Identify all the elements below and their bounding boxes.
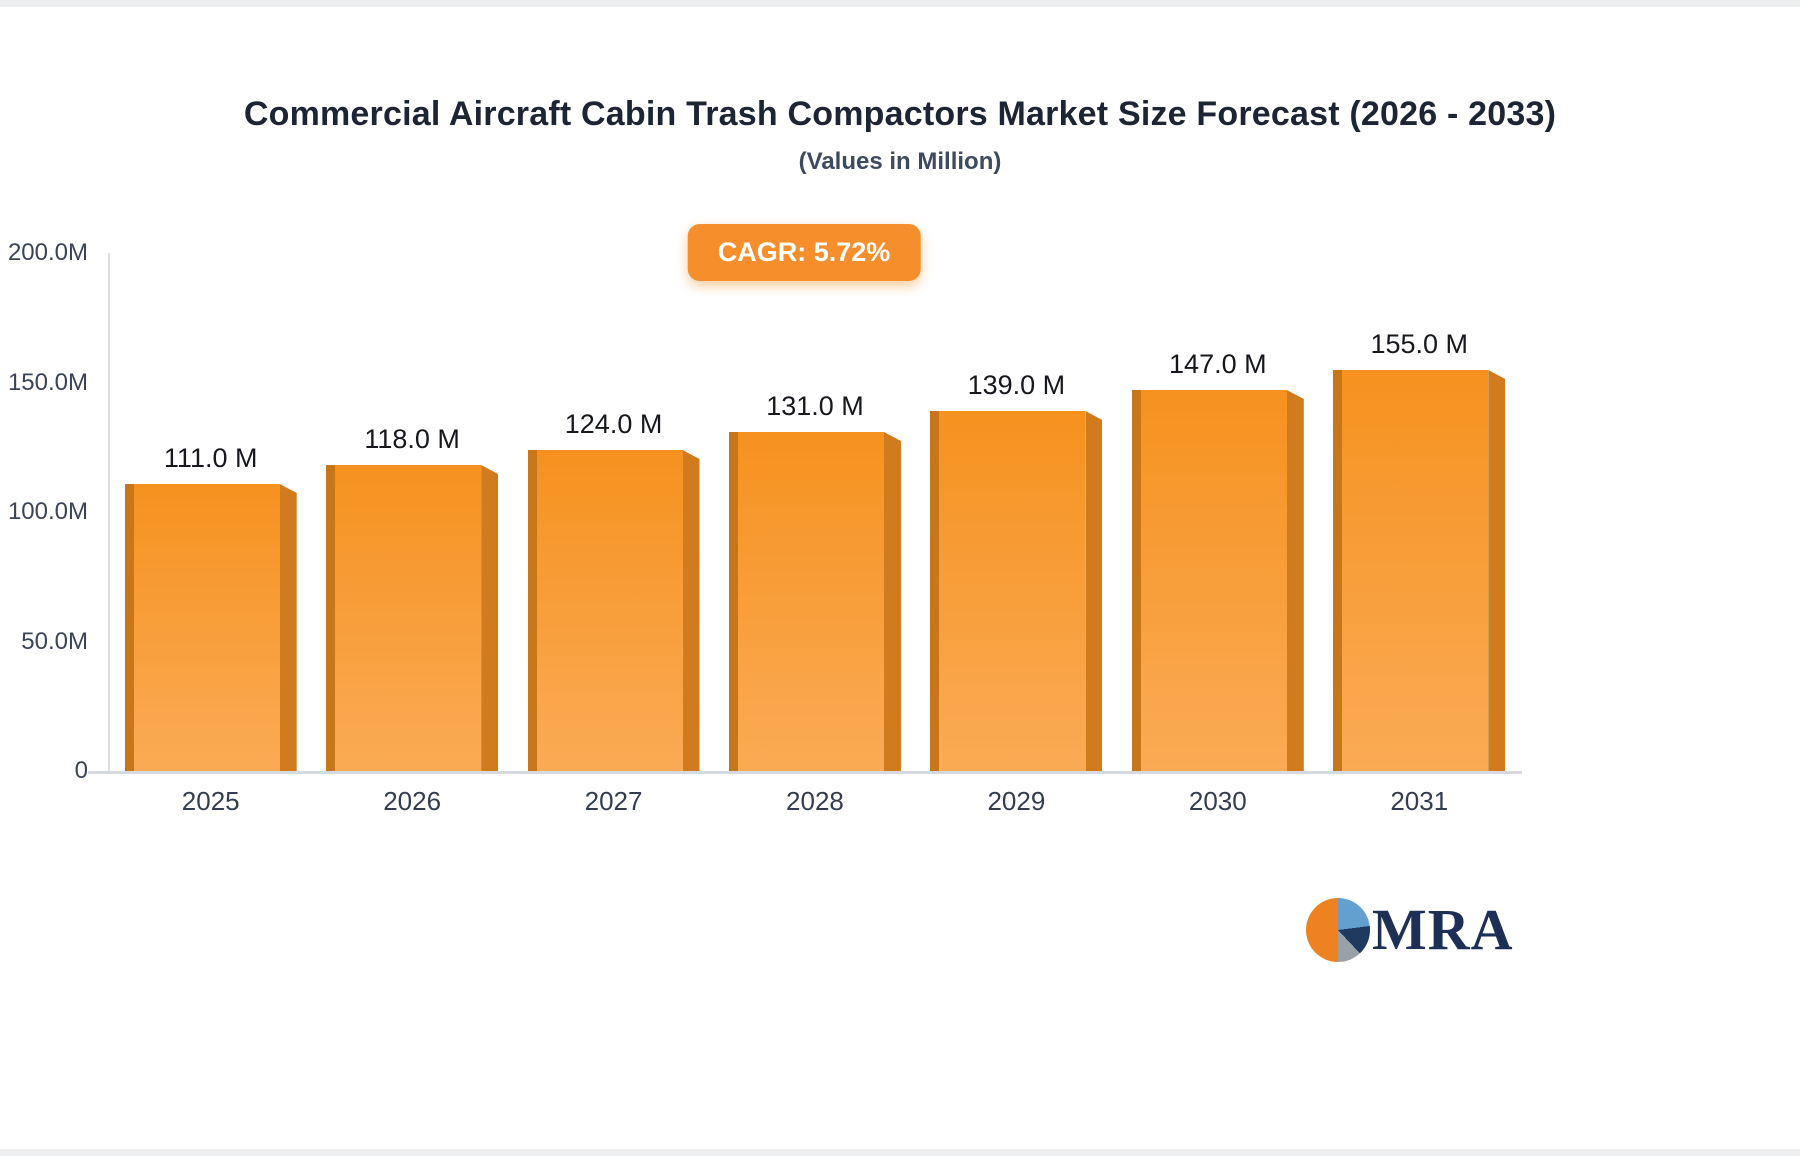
plot-area: 111.0 M 118.0 M 124.0 M 131.0 M 139.0 M 147.0… — [110, 253, 1520, 771]
x-tick-label: 2029 — [987, 786, 1046, 816]
bar-left-edge — [1333, 370, 1343, 771]
bar-2029 — [930, 411, 1103, 771]
bar-left-edge — [930, 411, 940, 771]
x-tick-label: 2026 — [383, 786, 442, 816]
bar-group: 139.0 M — [916, 253, 1117, 771]
bar-group: 131.0 M — [714, 253, 915, 771]
chart-subtitle: (Values in Million) — [798, 148, 1002, 175]
y-tick-label: 150.0M — [7, 368, 88, 396]
y-axis-labels: 200.0M 150.0M 100.0M 50.0M 0 — [0, 239, 88, 784]
x-tick-label: 2027 — [584, 786, 643, 816]
bar-side-3d — [883, 432, 901, 771]
bar-group: 147.0 M — [1117, 253, 1318, 771]
bar-side-3d — [279, 484, 297, 771]
bar-group: 155.0 M — [1319, 253, 1520, 771]
bar-face — [737, 432, 884, 771]
mra-logo-text: MRA — [1372, 897, 1514, 962]
bar-2031 — [1333, 370, 1506, 771]
bar-face — [536, 450, 683, 771]
bar-side-3d — [682, 450, 700, 771]
y-tick-label: 0 — [74, 757, 88, 784]
y-tick-label: 200.0M — [7, 239, 88, 266]
x-tick-label: 2025 — [181, 786, 240, 816]
x-axis-labels: 2025 2026 2027 2028 2029 2030 2031 — [110, 786, 1520, 817]
top-edge-strip — [0, 0, 1800, 7]
bar-left-edge — [124, 484, 134, 771]
bar-value-label: 155.0 M — [1370, 329, 1469, 359]
bar-2028 — [728, 432, 901, 771]
x-axis-line — [88, 771, 1522, 774]
bar-2027 — [527, 450, 700, 771]
bar-face — [1140, 390, 1287, 771]
bar-value-label: 124.0 M — [564, 409, 663, 439]
bottom-edge-strip — [0, 1149, 1800, 1156]
bar-2025 — [124, 484, 297, 771]
bar-value-label: 139.0 M — [967, 370, 1066, 400]
bar-left-edge — [1131, 390, 1141, 771]
y-tick-label: 50.0M — [21, 627, 88, 655]
bar-group: 124.0 M — [513, 253, 714, 771]
y-axis-line — [108, 253, 110, 773]
y-tick-label: 100.0M — [7, 498, 88, 525]
bar-left-edge — [326, 465, 336, 771]
bar-2026 — [326, 465, 499, 771]
mra-logo: MRA — [1306, 898, 1514, 962]
bar-value-label: 111.0 M — [163, 443, 258, 473]
bar-value-label: 131.0 M — [766, 391, 864, 421]
x-tick-label: 2031 — [1390, 786, 1449, 816]
bar-side-3d — [1488, 370, 1506, 771]
chart-title: Commercial Aircraft Cabin Trash Compacto… — [243, 95, 1557, 133]
bar-face — [1342, 370, 1489, 771]
bar-side-3d — [1085, 411, 1103, 771]
bar-left-edge — [527, 450, 537, 771]
cagr-badge: CAGR: 5.72% — [687, 224, 921, 281]
bar-value-label: 147.0 M — [1169, 349, 1267, 379]
bar-group: 118.0 M — [311, 253, 512, 771]
bar-face — [335, 465, 482, 771]
x-tick-label: 2030 — [1188, 786, 1247, 816]
bar-side-3d — [481, 465, 499, 771]
bar-side-3d — [1286, 390, 1304, 771]
bar-face — [133, 484, 280, 771]
mra-logo-pie-icon — [1306, 898, 1370, 962]
bar-value-label: 118.0 M — [364, 424, 460, 454]
bar-group: 111.0 M — [110, 253, 311, 771]
bar-face — [939, 411, 1086, 771]
x-tick-label: 2028 — [786, 786, 844, 816]
bar-2030 — [1131, 390, 1304, 771]
bar-left-edge — [728, 432, 738, 771]
